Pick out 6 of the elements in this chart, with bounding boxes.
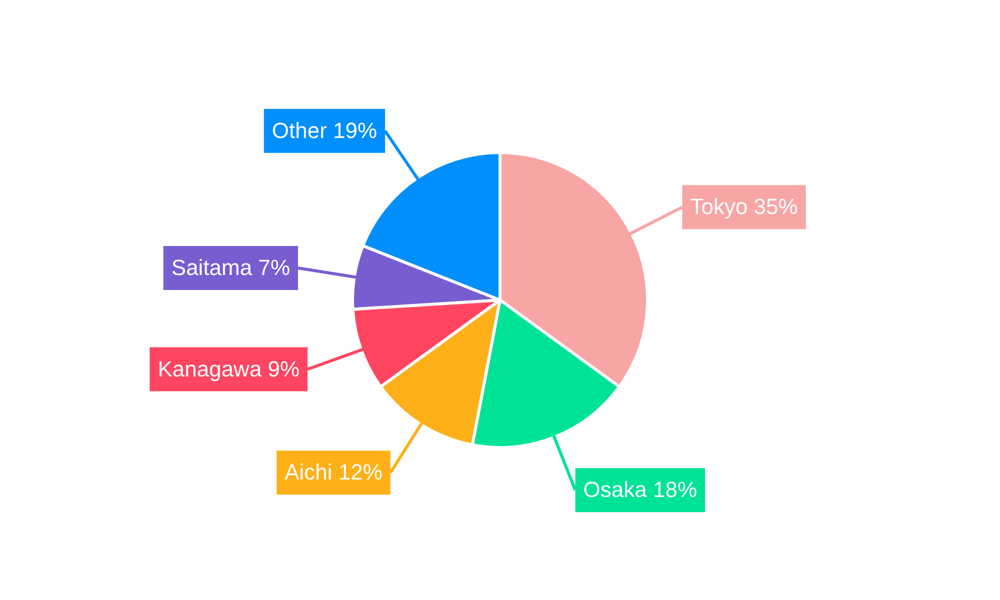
slice-label: Tokyo 35% [690, 194, 798, 220]
slice-label: Kanagawa 9% [158, 356, 300, 382]
slice-label: Osaka 18% [583, 477, 698, 502]
slice-label: Other 19% [272, 118, 378, 143]
slice-label: Aichi 12% [284, 460, 382, 485]
slice-label: Saitama 7% [171, 255, 290, 280]
